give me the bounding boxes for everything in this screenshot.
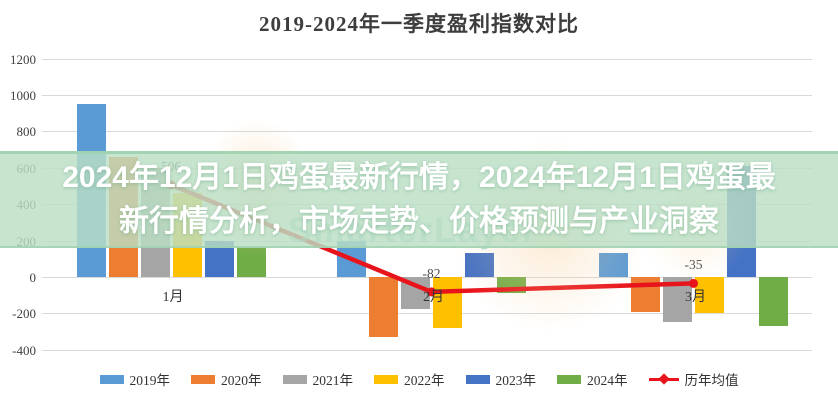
chart-legend: 2019年 2020年 2021年 2022年 2023年 2024年 历年均值 — [0, 366, 838, 392]
legend-label: 2019年 — [129, 373, 171, 388]
legend-line-swatch — [648, 372, 679, 385]
bar-2022年-3月 — [695, 277, 724, 313]
line-data-label: -82 — [422, 265, 441, 281]
legend-label: 2023年 — [495, 373, 537, 388]
bar-2019年-3月 — [599, 253, 628, 277]
legend-item-2024年: 2024年 — [557, 369, 628, 389]
chart-title: 2019-2024年一季度盈利指数对比 — [259, 12, 579, 36]
legend-item-2021年: 2021年 — [282, 369, 354, 389]
bar-2024年-1月 — [236, 247, 266, 277]
y-axis-tick-label: 0 — [29, 270, 37, 285]
legend-swatch — [465, 374, 490, 384]
legend-item-2019年: 2019年 — [99, 369, 171, 389]
legend-swatch — [282, 374, 307, 384]
y-axis-tick-label: -200 — [12, 306, 36, 322]
y-axis-tick-label: 1000 — [10, 88, 36, 103]
legend-swatch — [557, 374, 581, 384]
x-axis-category-label: 1月 — [162, 290, 184, 305]
legend-swatch — [191, 374, 215, 384]
y-axis-tick-label: 800 — [16, 124, 37, 140]
headline-line2: 新行情分析，市场走势、价格预测与产业洞察 — [119, 205, 719, 238]
legend-swatch — [374, 374, 398, 384]
legend-label: 2024年 — [587, 373, 628, 388]
x-axis-category-label: 2月 — [423, 290, 444, 305]
line-data-label: -35 — [684, 257, 703, 273]
headline-text: 2024年12月1日鸡蛋最新行情，2024年12月1日鸡蛋最 新行情分析，市场走… — [0, 156, 838, 244]
diamond-marker-icon — [657, 372, 670, 385]
bar-2020年-2月 — [369, 277, 398, 338]
legend-label: 历年均值 — [684, 373, 739, 388]
legend-item-2023年: 2023年 — [465, 369, 537, 389]
bar-2024年-3月 — [759, 277, 788, 327]
x-axis-category-label: 3月 — [685, 290, 706, 305]
legend-label: 2021年 — [312, 373, 354, 388]
gridline — [42, 313, 812, 315]
legend-label: 2022年 — [404, 373, 445, 388]
gridline — [42, 131, 812, 133]
legend-label: 2020年 — [221, 373, 262, 388]
legend-swatch — [99, 374, 124, 384]
bar-2020年-3月 — [631, 277, 660, 312]
legend-item-2020年: 2020年 — [191, 369, 262, 389]
gridline — [42, 349, 812, 351]
legend-item-2022年: 2022年 — [374, 369, 445, 389]
headline-banner: 2024年12月1日鸡蛋最新行情，2024年12月1日鸡蛋最 新行情分析，市场走… — [0, 151, 838, 248]
y-axis-tick-label: -400 — [12, 342, 36, 358]
y-axis-tick-label: 1200 — [10, 51, 36, 67]
gridline — [42, 95, 812, 96]
legend-item-历年均值: 历年均值 — [648, 369, 739, 389]
bar-2024年-2月 — [497, 277, 526, 293]
headline-line1: 2024年12月1日鸡蛋最新行情，2024年12月1日鸡蛋最 — [62, 161, 776, 194]
bar-2023年-2月 — [465, 253, 494, 277]
gridline — [42, 58, 812, 60]
